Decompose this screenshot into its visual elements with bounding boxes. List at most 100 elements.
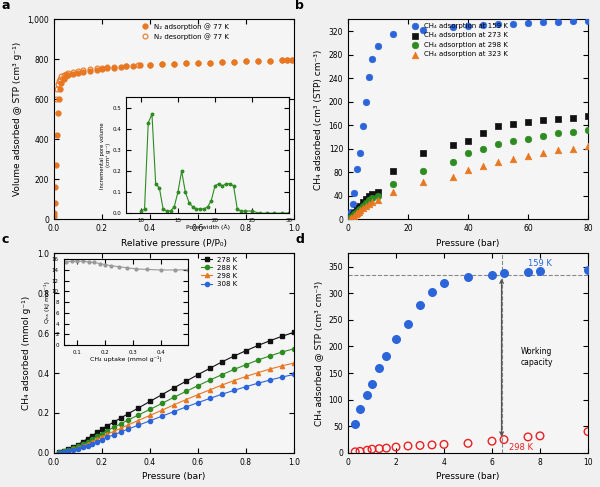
N₂ desorption @ 77 K <box>52 96 59 102</box>
278 K <box>254 342 262 348</box>
N₂ adsorption @ 77 K <box>206 60 214 66</box>
CH₄ adsorption at 159 K <box>348 201 358 208</box>
288 K <box>170 394 178 400</box>
Point <box>499 269 509 277</box>
CH₄ adsorption at 159 K <box>355 149 365 157</box>
CH₄ adsorption at 159 K <box>349 189 359 197</box>
N₂ desorption @ 77 K <box>194 60 202 66</box>
N₂ adsorption @ 77 K <box>194 60 202 66</box>
308 K <box>118 429 125 435</box>
CH₄ adsorption at 323 K <box>344 215 354 223</box>
298 K <box>70 447 77 452</box>
N₂ adsorption @ 77 K <box>122 63 130 69</box>
Y-axis label: CH₄ adsorbed (cm³ (STP) cm⁻³): CH₄ adsorbed (cm³ (STP) cm⁻³) <box>314 49 323 189</box>
CH₄ adsorption at 273 K <box>354 204 364 212</box>
N₂ adsorption @ 77 K <box>218 59 226 65</box>
298 K <box>218 382 226 388</box>
N₂ desorption @ 77 K <box>53 87 61 93</box>
CH₄ adsorption at 273 K <box>358 198 368 206</box>
298 K <box>55 450 62 455</box>
Point <box>583 428 593 435</box>
N₂ desorption @ 77 K <box>134 62 142 68</box>
288 K <box>84 439 91 445</box>
308 K <box>98 437 106 443</box>
Point <box>362 447 372 454</box>
CH₄ adsorption at 298 K <box>508 137 518 145</box>
308 K <box>110 432 118 438</box>
288 K <box>70 446 77 451</box>
308 K <box>65 448 72 454</box>
298 K <box>125 422 132 428</box>
N₂ desorption @ 77 K <box>62 71 70 77</box>
278 K <box>55 449 62 455</box>
N₂ adsorption @ 77 K <box>55 96 62 102</box>
278 K <box>290 329 298 335</box>
CH₄ adsorption at 273 K <box>463 137 473 145</box>
N₂ adsorption @ 77 K <box>283 57 290 63</box>
N₂ adsorption @ 77 K <box>52 200 59 206</box>
298 K <box>79 443 86 449</box>
N₂ adsorption @ 77 K <box>54 111 61 116</box>
N₂ desorption @ 77 K <box>242 58 250 64</box>
N₂ adsorption @ 77 K <box>170 61 178 67</box>
CH₄ adsorption at 273 K <box>553 115 563 123</box>
N₂ desorption @ 77 K <box>86 66 94 72</box>
Text: 298 K: 298 K <box>509 443 533 452</box>
N₂ desorption @ 77 K <box>55 78 62 84</box>
CH₄ adsorption at 159 K <box>523 19 533 27</box>
Point <box>355 405 365 413</box>
CH₄ adsorption at 298 K <box>350 209 360 217</box>
CH₄ adsorption at 159 K <box>508 19 518 27</box>
CH₄ adsorption at 323 K <box>478 162 488 170</box>
298 K <box>254 370 262 375</box>
N₂ desorption @ 77 K <box>230 59 238 65</box>
278 K <box>266 338 274 344</box>
Point <box>391 335 401 343</box>
N₂ adsorption @ 77 K <box>70 71 77 77</box>
CH₄ adsorption at 159 K <box>358 122 368 130</box>
308 K <box>170 409 178 414</box>
Point <box>403 320 413 328</box>
CH₄ adsorption at 273 K <box>364 192 374 200</box>
Point <box>374 364 384 372</box>
N₂ desorption @ 77 K <box>278 57 286 63</box>
Point <box>523 433 533 441</box>
CH₄ adsorption at 323 K <box>354 208 364 216</box>
308 K <box>60 449 67 455</box>
CH₄ adsorption at 159 K <box>344 212 354 220</box>
CH₄ adsorption at 298 K <box>355 205 365 212</box>
278 K <box>94 430 101 435</box>
CH₄ adsorption at 298 K <box>538 132 548 140</box>
N₂ desorption @ 77 K <box>54 81 61 87</box>
308 K <box>206 395 214 401</box>
Point <box>463 439 473 447</box>
298 K <box>170 402 178 408</box>
N₂ desorption @ 77 K <box>266 58 274 64</box>
N₂ adsorption @ 77 K <box>52 162 59 168</box>
308 K <box>70 447 77 453</box>
288 K <box>266 353 274 359</box>
308 K <box>230 388 238 393</box>
288 K <box>103 428 110 433</box>
N₂ desorption @ 77 K <box>65 70 72 75</box>
N₂ adsorption @ 77 K <box>65 72 72 78</box>
308 K <box>94 439 101 445</box>
N₂ desorption @ 77 K <box>158 61 166 67</box>
CH₄ adsorption at 273 K <box>418 150 428 157</box>
Point <box>350 420 360 428</box>
CH₄ adsorption at 298 K <box>354 206 364 214</box>
N₂ adsorption @ 77 K <box>182 60 190 66</box>
298 K <box>230 378 238 384</box>
288 K <box>218 372 226 377</box>
CH₄ adsorption at 298 K <box>418 167 428 175</box>
288 K <box>290 346 298 352</box>
298 K <box>118 425 125 431</box>
298 K <box>266 366 274 372</box>
CH₄ adsorption at 298 K <box>348 212 358 220</box>
CH₄ adsorption at 273 K <box>352 206 362 214</box>
Point <box>583 266 593 274</box>
Legend: 278 K, 288 K, 298 K, 308 K: 278 K, 288 K, 298 K, 308 K <box>202 257 238 287</box>
278 K <box>158 392 166 397</box>
Point <box>382 352 391 360</box>
298 K <box>278 363 286 369</box>
